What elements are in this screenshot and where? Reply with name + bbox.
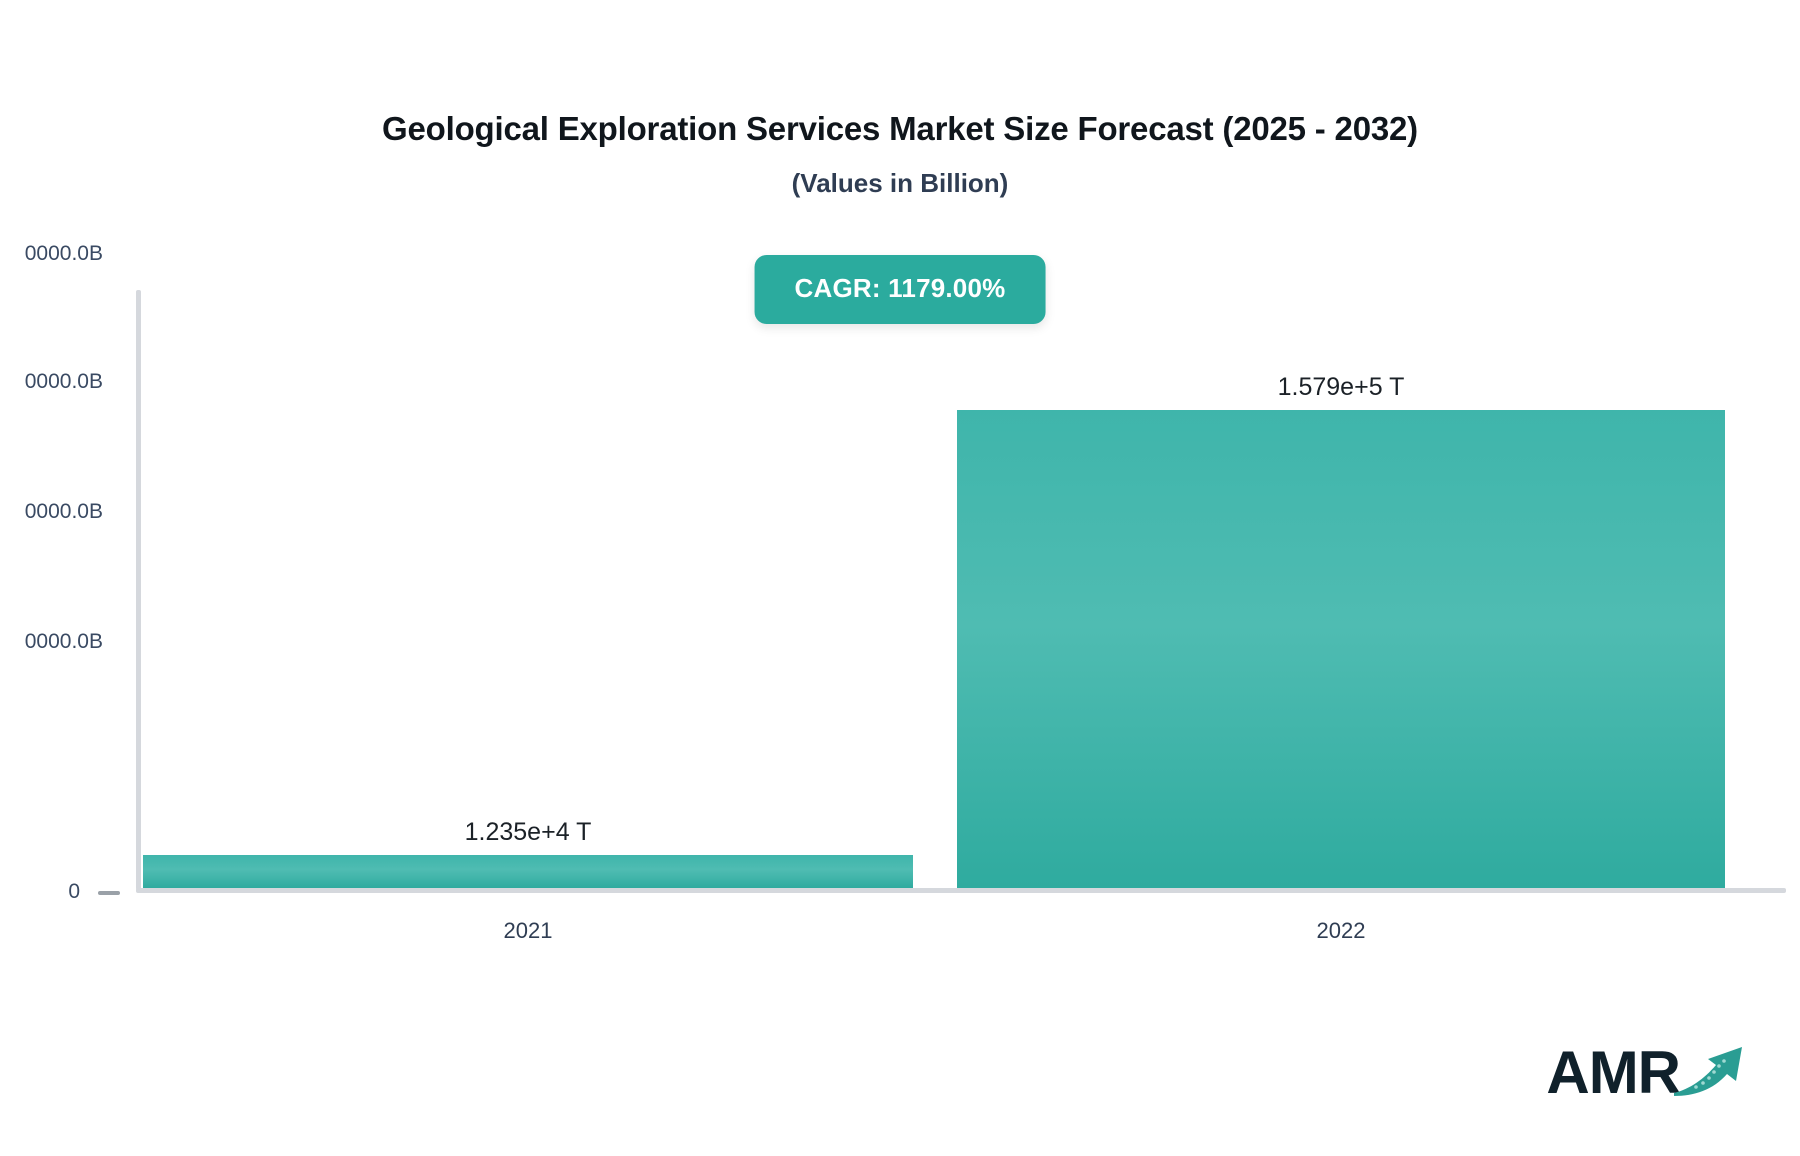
x-axis-line — [136, 888, 1786, 893]
cagr-badge: CAGR: 1179.00% — [754, 255, 1046, 324]
x-axis-tick-label-2022: 2022 — [1316, 918, 1366, 943]
page-title: Geological Exploration Services Market S… — [382, 110, 1418, 147]
chart-subtitle: (Values in Billion) — [791, 168, 1009, 198]
y-axis-zero-label: 0 — [68, 880, 80, 903]
amr-logo-text: AMR — [1546, 1039, 1681, 1106]
bar-value-label-2022: 1.579e+5 T — [1277, 373, 1405, 401]
y-axis-line — [136, 290, 141, 890]
bar-2022[interactable] — [957, 410, 1725, 888]
bar-2021[interactable] — [143, 855, 913, 888]
growth-arrow-icon — [1672, 1039, 1748, 1102]
amr-logo: AMR — [1546, 1034, 1748, 1112]
x-axis-tick-label-2021: 2021 — [503, 918, 553, 943]
y-axis-tick-label: 0000.0B — [24, 242, 103, 265]
y-axis-zero-tick-icon — [98, 891, 120, 895]
y-axis-tick-label: 0000.0B — [24, 500, 103, 523]
bar-value-label-2021: 1.235e+4 T — [464, 818, 592, 846]
y-axis-tick-label: 0000.0B — [24, 630, 103, 653]
y-axis-tick-label: 0000.0B — [24, 370, 103, 393]
